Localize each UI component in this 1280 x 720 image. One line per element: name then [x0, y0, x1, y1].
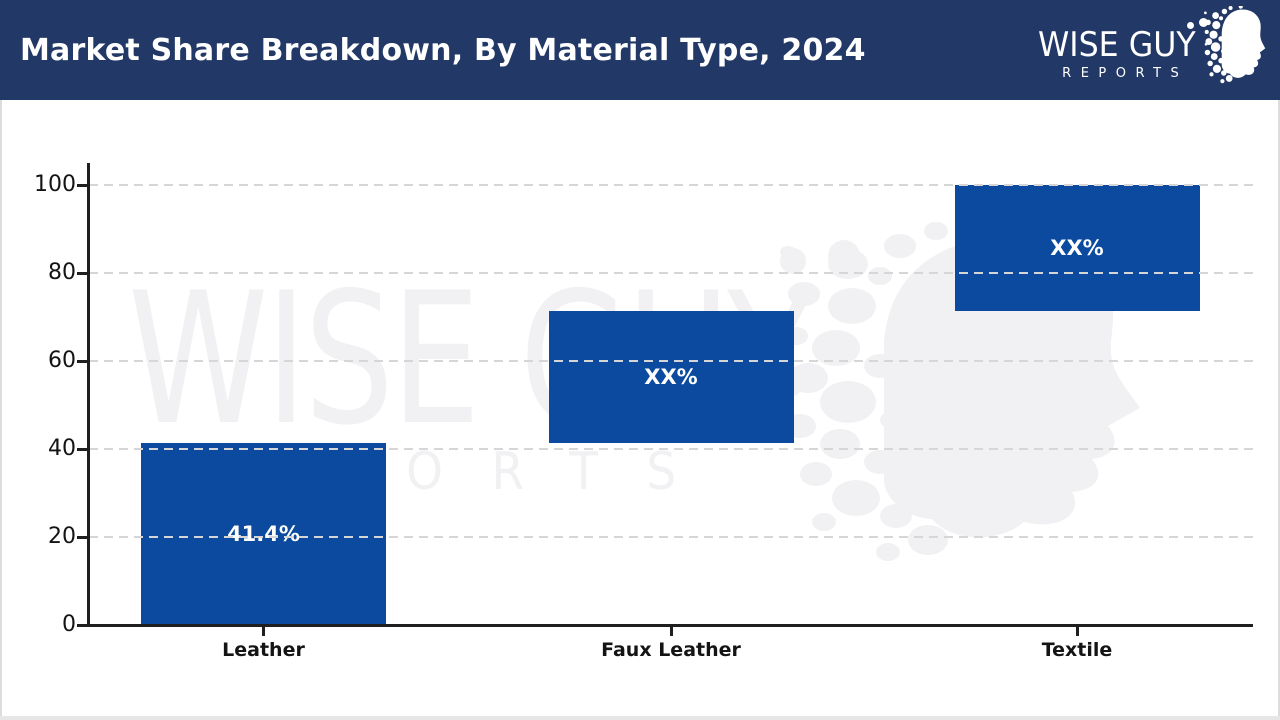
x-axis-line — [87, 624, 1253, 627]
x-tick-faux-leather — [669, 627, 673, 636]
logo-dot — [1199, 18, 1208, 27]
y-tick-40 — [77, 447, 87, 451]
y-tick-80 — [77, 271, 87, 275]
x-tick-textile — [1075, 627, 1079, 636]
logo-wordmark: WISE GUY — [1038, 25, 1197, 65]
y-tick-20 — [77, 535, 87, 539]
gridline-40 — [89, 448, 1253, 450]
x-tick-label-leather: Leather — [222, 639, 305, 661]
logo-reports-text: REPORTS — [1062, 66, 1189, 81]
logo-text: WISE GUY REPORTS — [1038, 18, 1208, 81]
y-axis-line — [87, 163, 90, 627]
bar-value-label-leather: 41.4% — [227, 521, 300, 546]
wise-guy-reports-logo: WISE GUY REPORTS — [1038, 6, 1270, 88]
gridline-20 — [89, 536, 1253, 538]
bar-textile — [954, 185, 1200, 311]
y-tick-label-60: 60 — [48, 348, 76, 373]
logo-face-icon — [1204, 6, 1266, 84]
gridline-100 — [89, 184, 1253, 186]
bar-value-label-textile: XX% — [1050, 235, 1104, 260]
chart-title: Market Share Breakdown, By Material Type… — [20, 32, 866, 68]
page-border-right — [1278, 100, 1280, 720]
x-tick-label-textile: Textile — [1041, 639, 1113, 661]
bar-faux-leather — [548, 310, 794, 443]
logo-dot — [1187, 22, 1194, 29]
y-tick-100 — [77, 183, 87, 187]
x-tick-leather — [262, 627, 265, 636]
y-tick-label-40: 40 — [48, 436, 76, 461]
bar-value-label-faux-leather: XX% — [644, 364, 698, 389]
header-bar: Market Share Breakdown, By Material Type… — [0, 0, 1280, 100]
page-border-left — [0, 100, 2, 720]
y-tick-label-80: 80 — [48, 260, 76, 285]
x-tick-label-faux-leather: Faux Leather — [601, 639, 741, 661]
bar-leather — [141, 442, 386, 625]
gridline-60 — [89, 360, 1253, 362]
y-tick-label-100: 100 — [34, 172, 76, 197]
y-tick-60 — [77, 359, 87, 363]
y-tick-label-20: 20 — [48, 524, 76, 549]
y-tick-label-0: 0 — [62, 612, 76, 637]
page-border-bottom — [0, 716, 1280, 720]
gridline-80 — [89, 272, 1253, 274]
y-tick-0 — [77, 623, 87, 627]
